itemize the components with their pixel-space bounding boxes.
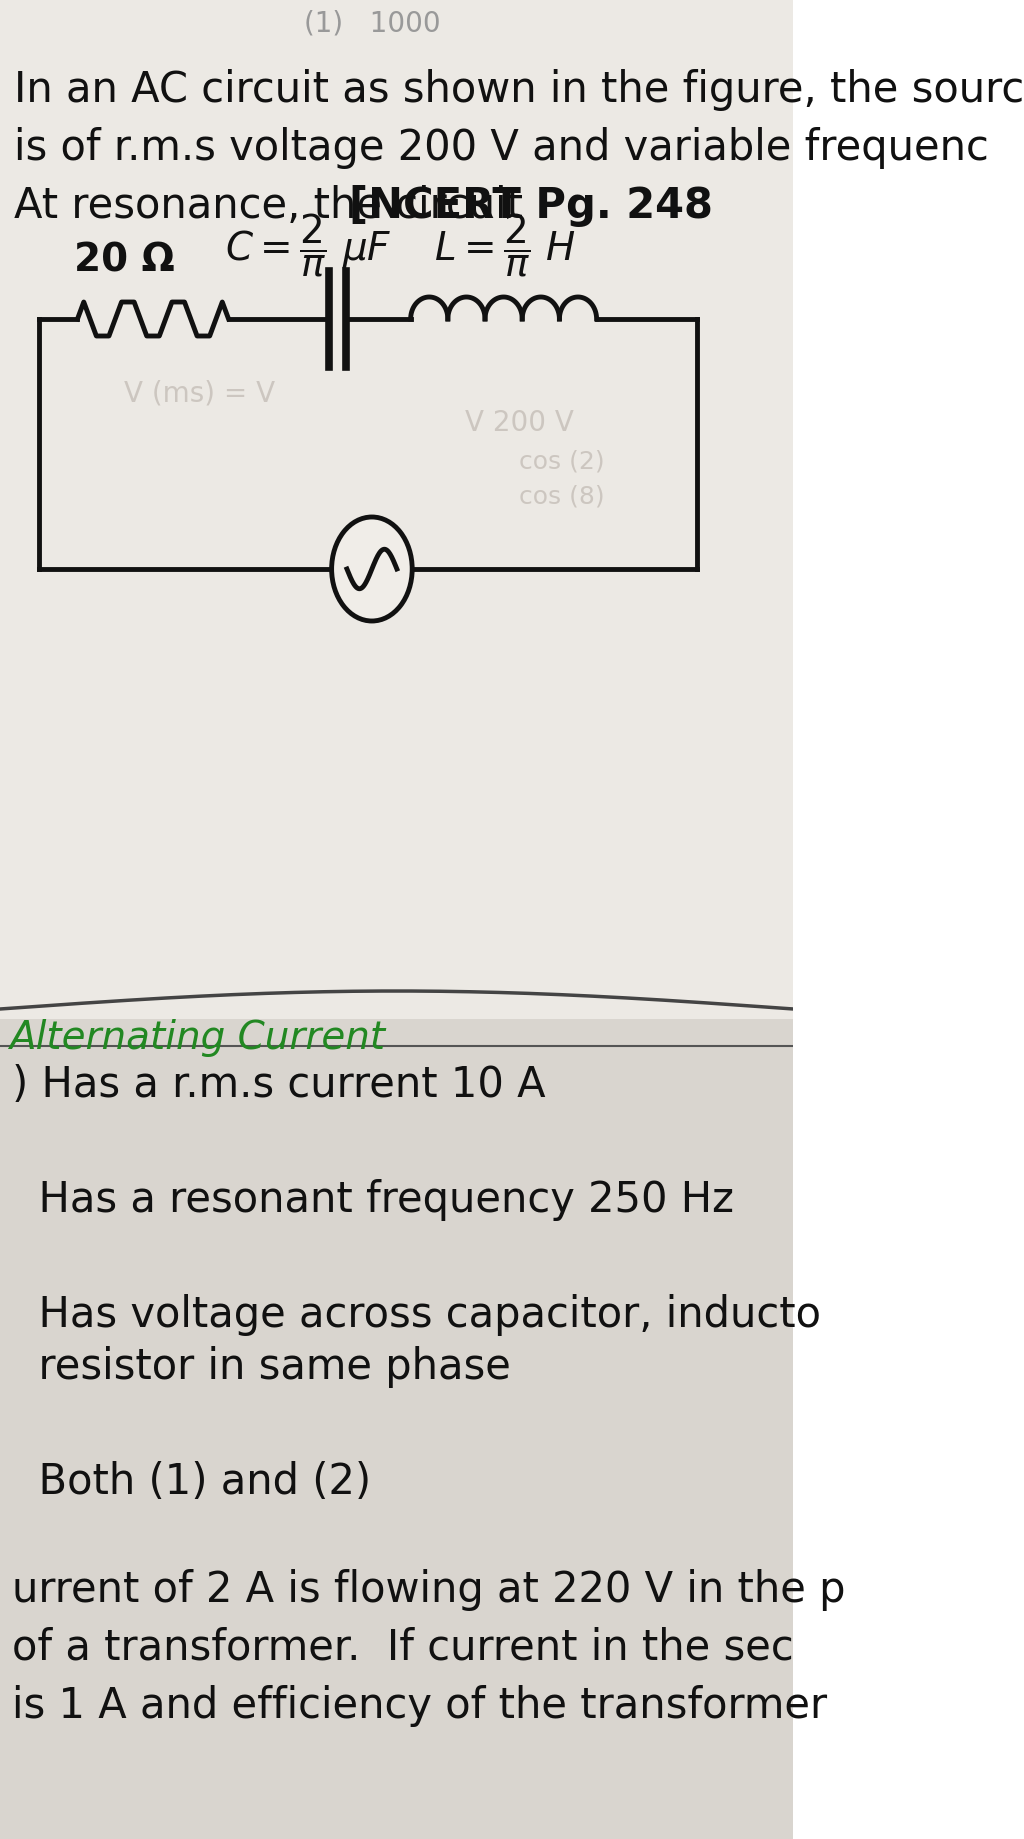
Text: (1)   1000: (1) 1000 [303,9,440,37]
Text: $C = \dfrac{2}{\pi}\ \mu F$: $C = \dfrac{2}{\pi}\ \mu F$ [224,211,391,280]
Text: In an AC circuit as shown in the figure, the sourc: In an AC circuit as shown in the figure,… [14,70,1024,110]
Circle shape [332,517,413,622]
Text: urrent of 2 A is flowing at 220 V in the p: urrent of 2 A is flowing at 220 V in the… [11,1569,845,1611]
Text: is of r.m.s voltage 200 V and variable frequenc: is of r.m.s voltage 200 V and variable f… [14,127,989,169]
Text: 20 Ω: 20 Ω [74,241,174,280]
Text: At resonance, the circuit: At resonance, the circuit [14,186,523,226]
Text: Both (1) and (2): Both (1) and (2) [11,1460,371,1502]
Text: V 200 V: V 200 V [465,408,573,438]
Text: resistor in same phase: resistor in same phase [11,1346,511,1388]
Text: [NCERT Pg. 248: [NCERT Pg. 248 [348,186,713,226]
Text: Has voltage across capacitor, inducto: Has voltage across capacitor, inducto [11,1295,820,1335]
Text: of a transformer.  If current in the sec: of a transformer. If current in the sec [11,1628,794,1670]
Text: Has a resonant frequency 250 Hz: Has a resonant frequency 250 Hz [11,1179,733,1221]
Text: ) Has a r.m.s current 10 A: ) Has a r.m.s current 10 A [11,1065,545,1105]
Text: cos (8): cos (8) [519,484,605,508]
Text: cos (2): cos (2) [519,449,605,473]
Text: Alternating Current: Alternating Current [9,1019,385,1057]
Text: V (ms) = V: V (ms) = V [124,379,275,406]
Text: is 1 A and efficiency of the transformer: is 1 A and efficiency of the transformer [11,1685,826,1727]
Text: $L = \dfrac{2}{\pi}\ H$: $L = \dfrac{2}{\pi}\ H$ [434,211,575,280]
FancyBboxPatch shape [0,1019,794,1839]
FancyBboxPatch shape [0,0,794,1019]
